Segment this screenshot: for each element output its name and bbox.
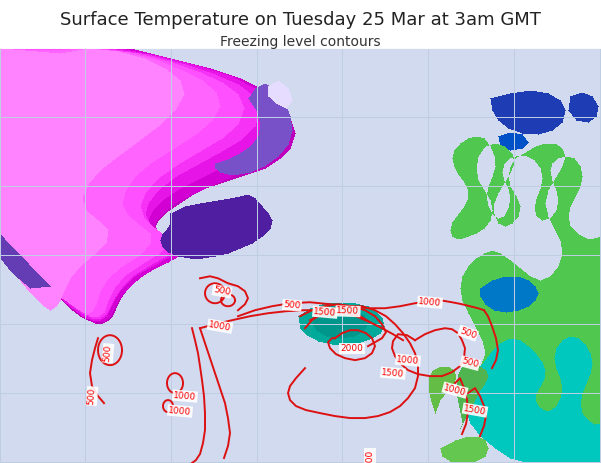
- Text: 1500: 1500: [337, 307, 359, 316]
- Text: 1500: 1500: [463, 404, 487, 417]
- Text: Freezing level contours: Freezing level contours: [220, 35, 381, 49]
- Text: 1000: 1000: [396, 355, 420, 366]
- Text: 500: 500: [460, 357, 480, 370]
- Text: Surface Temperature on Tuesday 25 Mar at 3am GMT: Surface Temperature on Tuesday 25 Mar at…: [60, 11, 541, 29]
- Text: 500: 500: [283, 300, 301, 311]
- Text: 500: 500: [459, 326, 478, 340]
- Text: 1500: 1500: [313, 307, 337, 318]
- Text: 1000: 1000: [173, 391, 197, 401]
- Text: 1000: 1000: [443, 383, 467, 397]
- Text: 500: 500: [87, 387, 97, 405]
- Text: 2000: 2000: [341, 344, 364, 353]
- Text: 1000: 1000: [418, 297, 442, 308]
- Text: 500: 500: [365, 450, 374, 463]
- Text: 1500: 1500: [381, 368, 405, 379]
- Text: 1000: 1000: [168, 406, 192, 417]
- Text: 500: 500: [213, 285, 231, 297]
- Text: 1000: 1000: [208, 320, 232, 332]
- Text: 500: 500: [103, 344, 113, 362]
